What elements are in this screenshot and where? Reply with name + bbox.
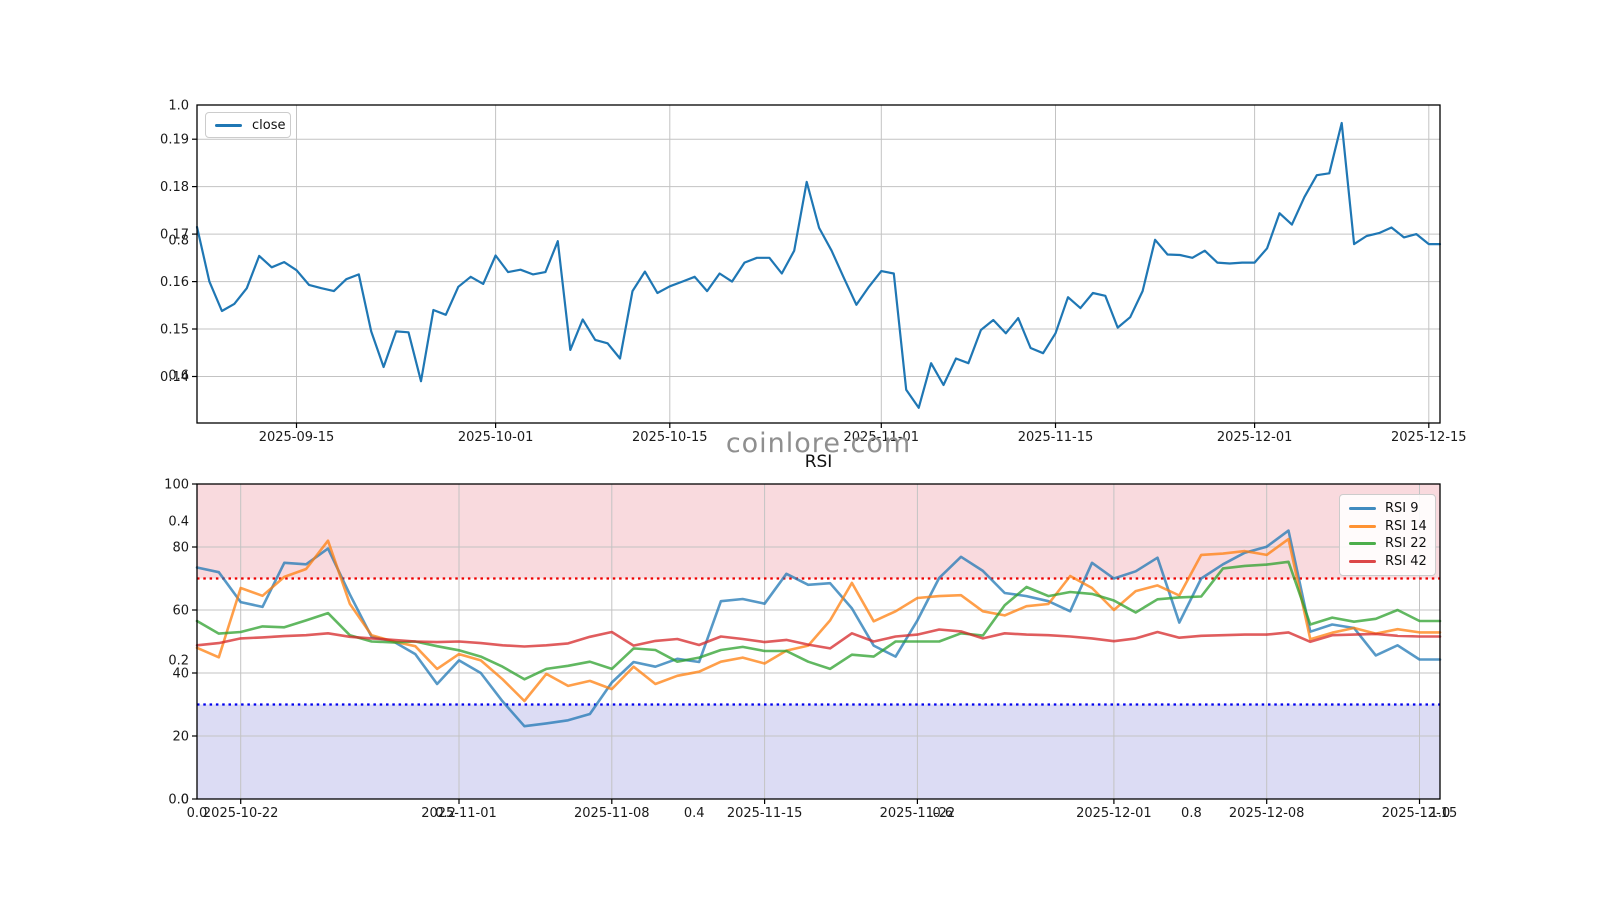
price-legend: close [205,112,291,138]
y-tick-label: 0.17 [160,228,189,243]
y-tick-label: 0.14 [160,370,189,385]
y-tick-label: 0.18 [160,180,189,195]
overbought-band [197,484,1440,579]
axes-frame [196,483,1441,800]
series-rsi-14 [195,537,1442,703]
x-tick-label: 2025-10-15 [632,430,708,445]
secondary-x-tick-label: 0.2 [435,806,456,821]
series-rsi-42 [195,628,1442,650]
legend-label-rsi9: RSI 9 [1385,501,1419,517]
x-tick-label: 2025-12-01 [1217,430,1293,445]
series-rsi-22 [195,560,1442,681]
rsi22-line-swatch [1349,542,1376,546]
x-tick-label: 2025-12-01 [1076,806,1152,821]
y-tick-label: 40 [172,667,189,682]
y-tick-label: 0 [181,793,189,808]
rsi9-line-swatch [1349,507,1376,511]
x-tick-label: 2025-11-22 [880,806,956,821]
x-tick-label: 2025-11-15 [1018,430,1094,445]
y-tick-label: 60 [172,604,189,619]
x-tick-label: 2025-10-01 [458,430,534,445]
x-tick-label: 2025-11-01 [844,430,920,445]
legend-label-rsi42: RSI 42 [1385,553,1427,569]
x-tick-label: 2025-10-22 [203,806,279,821]
y-tick-label: 0.15 [160,323,189,338]
y-tick-label: 100 [164,478,189,493]
series-rsi-9 [195,529,1442,728]
rsi-chart-title: RSI [804,452,833,472]
secondary-x-tick-label: 0.8 [1181,806,1202,821]
x-tick-label: 2025-09-15 [259,430,335,445]
secondary-y-tick-label: 0.6 [168,368,189,383]
secondary-x-tick-label: 0.4 [684,806,705,821]
x-tick-label: 2025-12-15 [1391,430,1467,445]
x-tick-label: 2025-12-15 [1382,806,1458,821]
legend-item-rsi14: RSI 14 [1349,518,1427,536]
rsi42-line-swatch [1349,559,1376,563]
legend-item-rsi9: RSI 9 [1349,500,1426,518]
legend-label-rsi22: RSI 22 [1385,536,1427,552]
y-tick-label: 80 [172,541,189,556]
secondary-y-tick-label: 1.0 [168,99,189,114]
secondary-y-tick-label: 0.0 [168,793,189,808]
legend-label-close: close [252,117,286,133]
series-close [195,121,1442,409]
watermark: coinlore.com [725,428,912,459]
x-tick-label: 2025-11-15 [727,806,803,821]
secondary-y-tick-label: 0.8 [168,233,189,248]
rsi-legend: RSI 9 RSI 14 RSI 22 RSI 42 [1339,494,1436,576]
legend-item-rsi42: RSI 42 [1349,553,1427,571]
legend-label-rsi14: RSI 14 [1385,518,1427,534]
secondary-y-tick-label: 0.4 [168,515,189,530]
rsi14-line-swatch [1349,524,1376,528]
legend-item-rsi22: RSI 22 [1349,535,1427,553]
secondary-y-tick-label: 0.2 [168,654,189,669]
y-tick-label: 0.19 [160,133,189,148]
y-tick-label: 20 [172,730,189,745]
oversold-band [197,704,1440,799]
axes-frame [196,104,1441,424]
close-line-swatch [215,123,242,127]
x-tick-label: 2025-11-08 [574,806,650,821]
x-tick-label: 2025-11-01 [421,806,497,821]
secondary-x-tick-label: 1.0 [1430,806,1451,821]
y-tick-label: 0.16 [160,275,189,290]
x-tick-label: 2025-12-08 [1229,806,1305,821]
secondary-x-tick-label: 0.0 [187,806,208,821]
secondary-x-tick-label: 0.6 [932,806,953,821]
